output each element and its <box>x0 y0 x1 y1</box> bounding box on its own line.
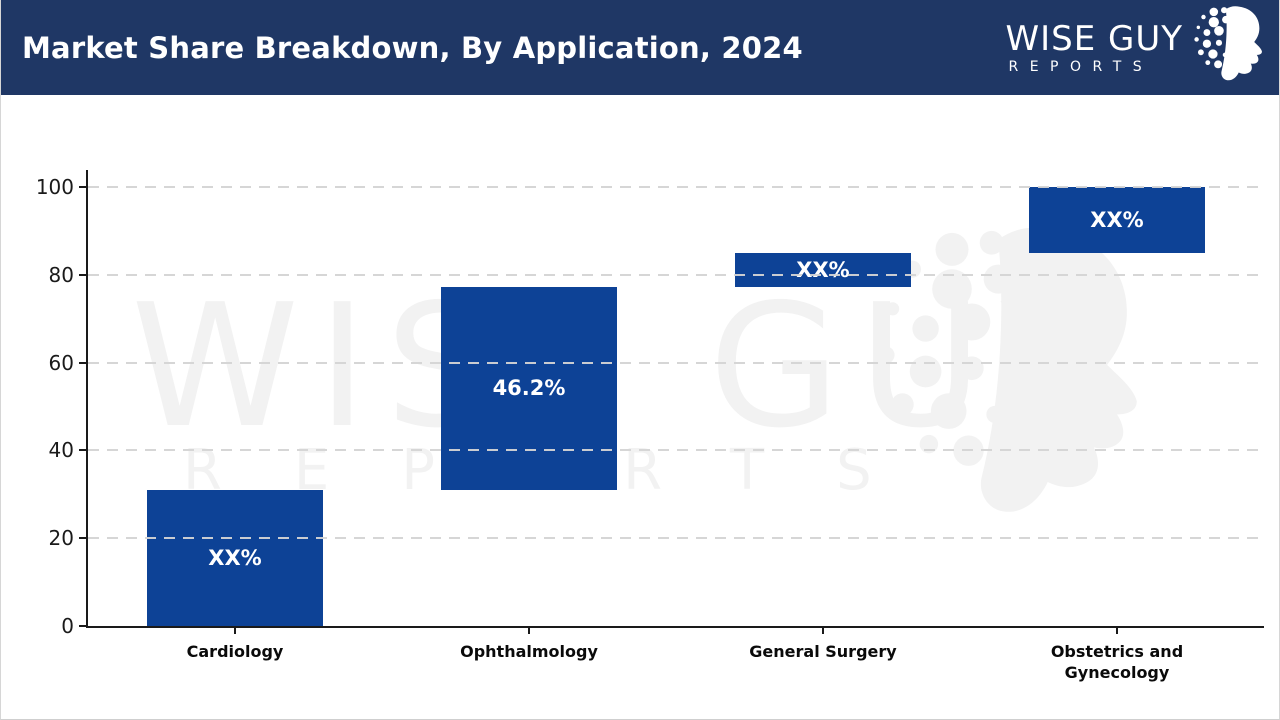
y-tick-label-80: 80 <box>48 262 74 287</box>
category-label-obstetrics-and-gynecology: Obstetrics and Gynecology <box>1050 642 1184 682</box>
x-tick-mark <box>234 626 236 634</box>
gridline-40 <box>88 449 1264 452</box>
y-tick-mark <box>79 273 87 276</box>
y-tick-mark <box>79 361 87 364</box>
x-tick-mark <box>1116 626 1118 634</box>
gridline-80 <box>88 273 1264 276</box>
y-tick-mark <box>79 186 87 188</box>
y-tick-label-0: 0 <box>61 614 74 638</box>
bar-cardiology: XX% <box>147 489 323 626</box>
gridline-60 <box>88 361 1264 364</box>
bar-ophthalmology: 46.2% <box>441 287 617 490</box>
logo-wordmark: WISE GUY <box>1005 18 1183 59</box>
category-label-ophthalmology: Ophthalmology <box>460 642 598 661</box>
wise-guy-logo: WISE GUY REPORTS <box>1005 2 1275 94</box>
y-tick-label-60: 60 <box>48 350 74 375</box>
y-tick-mark <box>79 625 87 627</box>
y-tick-mark <box>79 537 87 540</box>
page-title: Market Share Breakdown, By Application, … <box>22 30 803 65</box>
y-tick-mark <box>79 449 87 452</box>
plot-area: XX% Cardiology 46.2% Ophthalmology XX% Genera… <box>1 95 1279 719</box>
logo-text: WISE GUY REPORTS <box>1005 22 1183 75</box>
bar-value-label: XX% <box>796 257 850 282</box>
gridline-100 <box>88 186 1264 188</box>
gridline-20 <box>88 537 1264 540</box>
x-tick-mark <box>528 626 530 634</box>
logo-subtitle: REPORTS <box>1008 58 1154 75</box>
y-tick-label-40: 40 <box>48 438 74 463</box>
category-label-cardiology: Cardiology <box>186 642 284 661</box>
bar-value-label: 46.2% <box>492 376 566 401</box>
y-axis-line <box>86 170 88 628</box>
y-tick-label-20: 20 <box>48 526 74 551</box>
x-axis-line <box>86 626 1264 628</box>
y-tick-label-100: 100 <box>35 175 74 199</box>
x-tick-mark <box>822 626 824 634</box>
watermark-head-profile-icon <box>877 227 1137 512</box>
bar-value-label: XX% <box>208 545 262 570</box>
bar-general-surgery: XX% <box>735 252 911 288</box>
header: Market Share Breakdown, By Application, … <box>1 0 1279 95</box>
category-label-general-surgery: General Surgery <box>749 642 897 661</box>
head-profile-icon <box>1194 6 1262 81</box>
bar-obstetrics-and-gynecology: XX% <box>1029 187 1205 253</box>
bar-value-label: XX% <box>1090 207 1144 232</box>
